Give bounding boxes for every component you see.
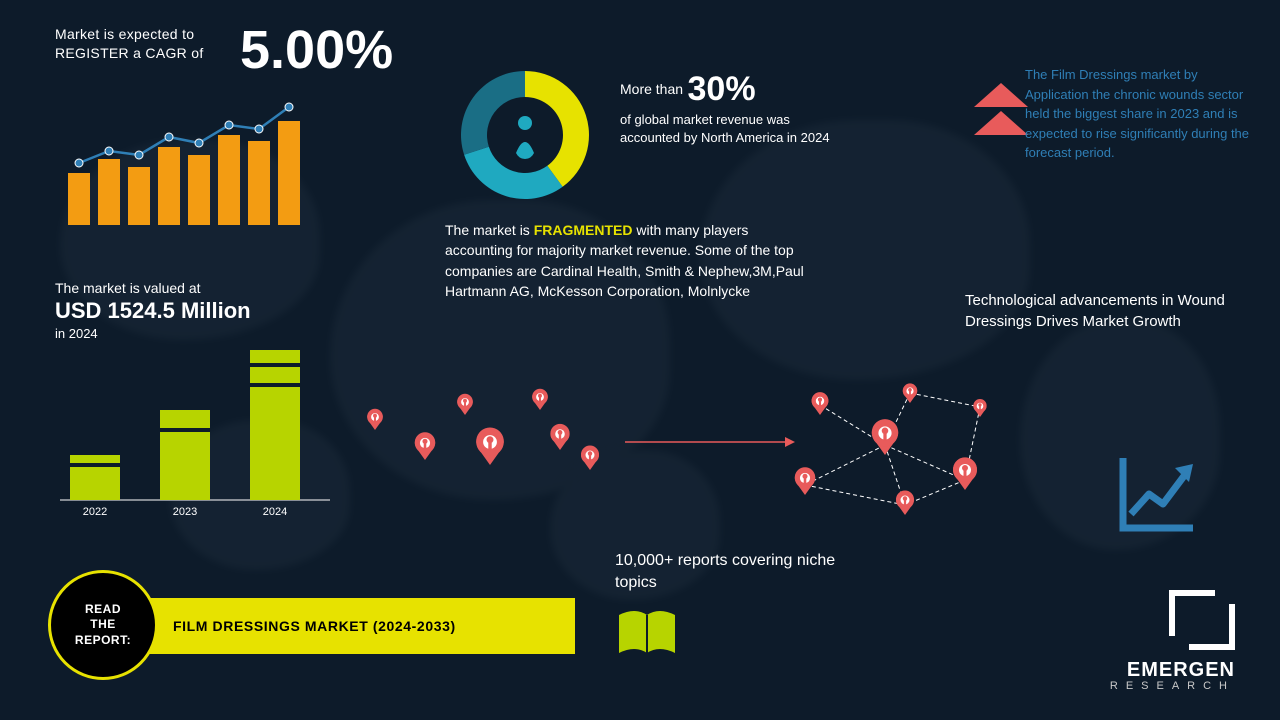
mval-year: in 2024: [55, 326, 251, 341]
donut-prefix: More than: [620, 81, 683, 97]
fragmented-paragraph: The market is FRAGMENTED with many playe…: [445, 220, 805, 301]
logo-name: EMERGEN: [1110, 659, 1235, 682]
donut-percent: 30%: [688, 70, 756, 109]
read-report-bar-label: FILM DRESSINGS MARKET (2024-2033): [173, 618, 456, 634]
reports-block: 10,000+ reports covering niche topics: [615, 550, 875, 664]
svg-text:2024: 2024: [263, 506, 287, 518]
logo-sub: RESEARCH: [1110, 680, 1235, 692]
donut-text: More than 30% of global market revenue w…: [620, 70, 850, 147]
svg-text:2023: 2023: [173, 506, 197, 518]
tech-advancement-text: Technological advancements in Wound Dres…: [965, 290, 1225, 332]
book-icon: [615, 607, 679, 659]
read-report-circle[interactable]: READTHEREPORT:: [48, 570, 158, 680]
barline-chart: [60, 95, 320, 235]
blue-paragraph: The Film Dressings market by Application…: [1025, 65, 1250, 163]
green-bar-chart: 2022 2023 2024: [60, 350, 340, 520]
cagr-value: 5.00%: [240, 19, 393, 81]
donut-chart: [450, 60, 600, 210]
brand-logo: EMERGEN RESEARCH: [1110, 590, 1235, 692]
read-report-circle-label: READTHEREPORT:: [75, 602, 131, 649]
location-pins-scatter: [355, 365, 625, 495]
mval-intro: The market is valued at: [55, 280, 251, 296]
growth-arrow-icon: [1115, 450, 1201, 536]
location-pins-network: [790, 365, 1030, 515]
frag-highlight: FRAGMENTED: [534, 222, 633, 238]
mval-value: USD 1524.5 Million: [55, 298, 251, 324]
reports-text: 10,000+ reports covering niche topics: [615, 550, 875, 593]
double-up-arrow-icon: [970, 75, 1030, 137]
market-value-block: The market is valued at USD 1524.5 Milli…: [55, 280, 251, 341]
frag-prefix: The market is: [445, 222, 534, 238]
svg-text:2022: 2022: [83, 506, 107, 518]
cagr-line1: Market is expected to: [55, 26, 194, 42]
cagr-block: Market is expected to REGISTER a CAGR of…: [55, 25, 204, 63]
donut-body: of global market revenue was accounted b…: [620, 111, 850, 147]
connect-arrow-icon: [625, 435, 795, 449]
cagr-line2: REGISTER a CAGR of: [55, 45, 204, 61]
logo-mark-icon: [1169, 590, 1235, 650]
read-report-bar[interactable]: FILM DRESSINGS MARKET (2024-2033): [135, 598, 575, 654]
